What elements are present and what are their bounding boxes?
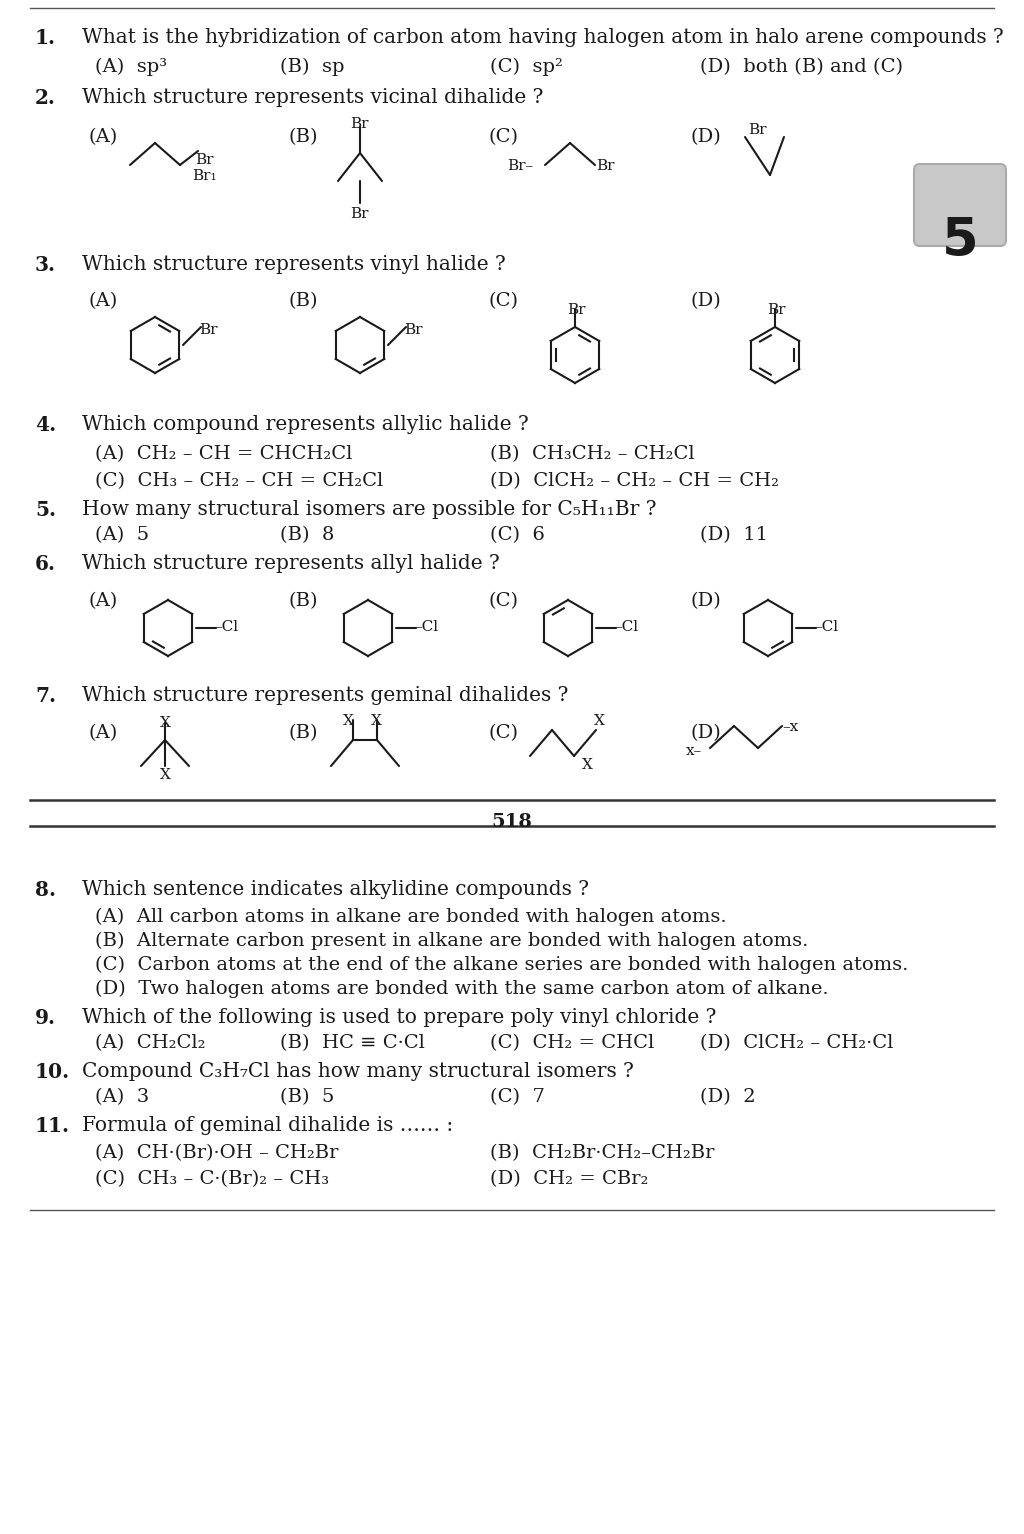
Text: (D): (D) [690,127,721,146]
Text: x–: x– [686,744,702,758]
Text: (C)  CH₃ – C·(Br)₂ – CH₃: (C) CH₃ – C·(Br)₂ – CH₃ [95,1170,329,1187]
Text: (A): (A) [88,724,118,742]
Text: (C)  CH₂ = CHCl: (C) CH₂ = CHCl [490,1034,654,1052]
Text: (D)  ClCH₂ – CH₂ – CH = CH₂: (D) ClCH₂ – CH₂ – CH = CH₂ [490,472,779,489]
Text: Compound C₃H₇Cl has how many structural isomers ?: Compound C₃H₇Cl has how many structural … [82,1062,634,1081]
Text: (A): (A) [88,127,118,146]
Text: –Cl: –Cl [214,620,239,634]
Text: 7.: 7. [35,686,56,706]
Text: 1.: 1. [35,28,56,48]
Text: 6.: 6. [35,554,56,574]
Text: (B): (B) [288,127,317,146]
Text: –Cl: –Cl [414,620,438,634]
Text: X: X [343,713,354,729]
Text: (B)  HC ≡ C·Cl: (B) HC ≡ C·Cl [280,1034,425,1052]
Text: Br: Br [596,160,614,173]
Text: X: X [371,713,382,729]
Text: 518: 518 [492,813,532,831]
FancyBboxPatch shape [914,164,1006,245]
Text: (D)  2: (D) 2 [700,1088,756,1106]
Text: Br: Br [199,324,217,337]
Text: Br: Br [748,123,767,137]
Text: (C)  6: (C) 6 [490,526,545,545]
Text: Which structure represents vinyl halide ?: Which structure represents vinyl halide … [82,255,506,275]
Text: (D)  both (B) and (C): (D) both (B) and (C) [700,58,903,77]
Text: Br: Br [567,304,586,318]
Text: (D)  11: (D) 11 [700,526,768,545]
Text: (B): (B) [288,724,317,742]
Text: Br–: Br– [507,160,534,173]
Text: (B): (B) [288,592,317,611]
Text: –Cl: –Cl [614,620,638,634]
Text: 4.: 4. [35,416,56,436]
Text: (D): (D) [690,724,721,742]
Text: X: X [582,758,593,772]
Text: Formula of geminal dihalide is …… :: Formula of geminal dihalide is …… : [82,1117,454,1135]
Text: Br₁: Br₁ [193,169,217,183]
Text: (C)  Carbon atoms at the end of the alkane series are bonded with halogen atoms.: (C) Carbon atoms at the end of the alkan… [95,956,908,974]
Text: 5: 5 [942,215,978,267]
Text: Which sentence indicates alkylidine compounds ?: Which sentence indicates alkylidine comp… [82,881,589,899]
Text: (A)  All carbon atoms in alkane are bonded with halogen atoms.: (A) All carbon atoms in alkane are bonde… [95,908,727,927]
Text: How many structural isomers are possible for C₅H₁₁Br ?: How many structural isomers are possible… [82,500,656,518]
Text: (A)  CH·(Br)·OH – CH₂Br: (A) CH·(Br)·OH – CH₂Br [95,1144,338,1161]
Text: (C)  7: (C) 7 [490,1088,545,1106]
Text: X: X [160,716,171,730]
Text: Br: Br [767,304,785,318]
Text: Which structure represents vicinal dihalide ?: Which structure represents vicinal dihal… [82,87,544,107]
Text: (A)  5: (A) 5 [95,526,150,545]
Text: Br: Br [350,207,369,221]
Text: (A)  CH₂ – CH = CHCH₂Cl: (A) CH₂ – CH = CHCH₂Cl [95,445,352,463]
Text: (B): (B) [288,291,317,310]
Text: 9.: 9. [35,1008,56,1028]
Text: Br: Br [404,324,423,337]
Text: Br: Br [350,117,369,130]
Text: –x: –x [782,719,799,733]
Text: (A)  3: (A) 3 [95,1088,150,1106]
Text: Which compound represents allylic halide ?: Which compound represents allylic halide… [82,416,528,434]
Text: (C): (C) [488,127,518,146]
Text: (B)  CH₂Br·CH₂–CH₂Br: (B) CH₂Br·CH₂–CH₂Br [490,1144,715,1161]
Text: (B)  Alternate carbon present in alkane are bonded with halogen atoms.: (B) Alternate carbon present in alkane a… [95,933,808,950]
Text: (A)  sp³: (A) sp³ [95,58,167,77]
Text: (D): (D) [690,592,721,611]
Text: Which structure represents geminal dihalides ?: Which structure represents geminal dihal… [82,686,568,706]
Text: 8.: 8. [35,881,56,900]
Text: 10.: 10. [35,1062,70,1081]
Text: –Cl: –Cl [814,620,838,634]
Text: (C)  CH₃ – CH₂ – CH = CH₂Cl: (C) CH₃ – CH₂ – CH = CH₂Cl [95,472,383,489]
Text: (C): (C) [488,592,518,611]
Text: X: X [160,769,171,782]
Text: (B)  8: (B) 8 [280,526,335,545]
Text: X: X [594,713,605,729]
Text: What is the hybridization of carbon atom having halogen atom in halo arene compo: What is the hybridization of carbon atom… [82,28,1004,48]
Text: (B)  CH₃CH₂ – CH₂Cl: (B) CH₃CH₂ – CH₂Cl [490,445,694,463]
Text: 3.: 3. [35,255,56,275]
Text: (A)  CH₂Cl₂: (A) CH₂Cl₂ [95,1034,206,1052]
Text: (B)  5: (B) 5 [280,1088,335,1106]
Text: (D)  Two halogen atoms are bonded with the same carbon atom of alkane.: (D) Two halogen atoms are bonded with th… [95,980,828,999]
Text: (B)  sp: (B) sp [280,58,344,77]
Text: (C): (C) [488,291,518,310]
Text: Br: Br [195,153,213,167]
Text: (A): (A) [88,291,118,310]
Text: (D)  ClCH₂ – CH₂·Cl: (D) ClCH₂ – CH₂·Cl [700,1034,893,1052]
Text: Which of the following is used to prepare poly vinyl chloride ?: Which of the following is used to prepar… [82,1008,717,1026]
Text: (D): (D) [690,291,721,310]
Text: Which structure represents allyl halide ?: Which structure represents allyl halide … [82,554,500,574]
Text: (D)  CH₂ = CBr₂: (D) CH₂ = CBr₂ [490,1170,648,1187]
Text: 11.: 11. [35,1117,70,1137]
Text: (A): (A) [88,592,118,611]
Text: (C)  sp²: (C) sp² [490,58,563,77]
Text: 2.: 2. [35,87,56,107]
Text: (C): (C) [488,724,518,742]
Text: 5.: 5. [35,500,56,520]
